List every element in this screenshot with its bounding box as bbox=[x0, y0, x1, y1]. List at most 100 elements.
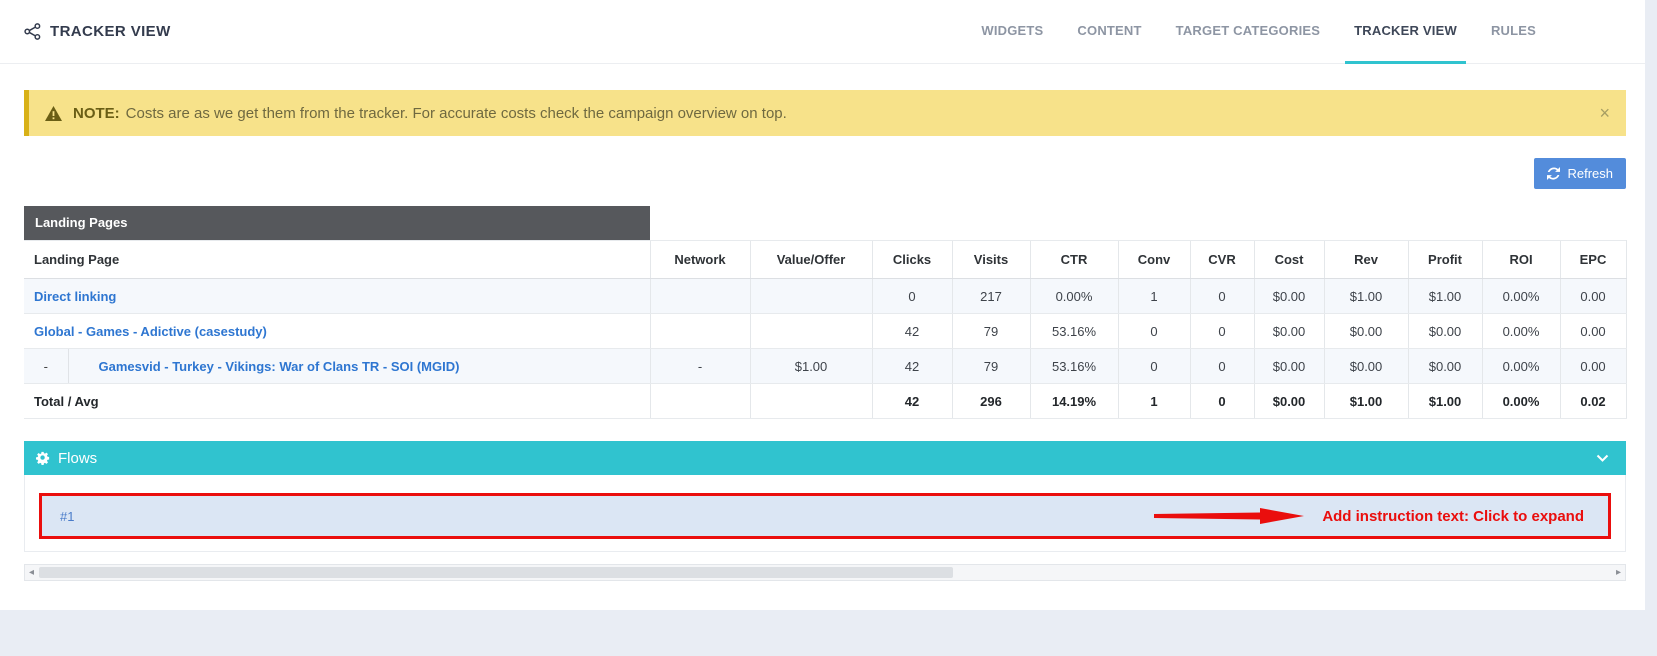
cell-conv: 1 bbox=[1117, 383, 1191, 419]
scrollbar-track[interactable] bbox=[37, 565, 1613, 580]
cell-total-label: Total / Avg bbox=[24, 383, 651, 419]
scrollbar-thumb[interactable] bbox=[39, 567, 954, 578]
close-icon[interactable]: × bbox=[1599, 103, 1610, 123]
refresh-button[interactable]: Refresh bbox=[1534, 158, 1626, 189]
cell-value-offer: $1.00 bbox=[749, 348, 873, 384]
cell-network: - bbox=[649, 348, 751, 384]
flows-panel-header[interactable]: Flows bbox=[24, 441, 1626, 475]
top-nav: WIDGETS CONTENT TARGET CATEGORIES TRACKE… bbox=[956, 0, 1645, 64]
warning-icon bbox=[45, 105, 62, 121]
table-row-direct-linking: Direct linking 0 217 0.00% 1 0 $0.00 $1.… bbox=[24, 278, 1627, 314]
cell-cost: $0.00 bbox=[1253, 313, 1325, 349]
cell-epc: 0.00 bbox=[1559, 313, 1627, 349]
cell-cost: $0.00 bbox=[1253, 383, 1325, 419]
col-visits: Visits bbox=[951, 240, 1031, 279]
cell-epc: 0.00 bbox=[1559, 348, 1627, 384]
landing-page-link[interactable]: Direct linking bbox=[34, 288, 117, 304]
annotation-arrow-icon bbox=[1154, 506, 1306, 526]
cell-network bbox=[649, 313, 751, 349]
cell-cost: $0.00 bbox=[1253, 348, 1325, 384]
tab-target-categories[interactable]: TARGET CATEGORIES bbox=[1175, 22, 1321, 38]
table-row-total: Total / Avg 42 296 14.19% 1 0 $0.00 $1.0… bbox=[24, 383, 1627, 419]
cell-cvr: 0 bbox=[1189, 383, 1255, 419]
cell-clicks: 42 bbox=[871, 383, 953, 419]
col-network: Network bbox=[649, 240, 751, 279]
table-header-row: Landing Page Network Value/Offer Clicks … bbox=[24, 240, 1627, 279]
flows-panel-body: #1 Add instruction text: Click to expand bbox=[24, 475, 1626, 552]
cell-value-offer bbox=[749, 313, 873, 349]
cell-roi: 0.00% bbox=[1481, 278, 1561, 314]
cell-roi: 0.00% bbox=[1481, 348, 1561, 384]
col-profit: Profit bbox=[1407, 240, 1483, 279]
toolbar: Refresh bbox=[24, 158, 1626, 189]
cell-epc: 0.00 bbox=[1559, 278, 1627, 314]
page-header: TRACKER VIEW WIDGETS CONTENT TARGET CATE… bbox=[0, 0, 1645, 64]
content-card: TRACKER VIEW WIDGETS CONTENT TARGET CATE… bbox=[0, 0, 1645, 610]
cell-cvr: 0 bbox=[1189, 348, 1255, 384]
cell-profit: $1.00 bbox=[1407, 278, 1483, 314]
cell-visits: 296 bbox=[951, 383, 1031, 419]
cell-conv: 1 bbox=[1117, 278, 1191, 314]
cell-value-offer bbox=[749, 383, 873, 419]
note-banner: NOTE: Costs are as we get them from the … bbox=[24, 90, 1626, 136]
table-row-gamesvid-offer: - Gamesvid - Turkey - Vikings: War of Cl… bbox=[24, 348, 1627, 384]
col-cvr: CVR bbox=[1189, 240, 1255, 279]
landing-pages-table: Landing Page Network Value/Offer Clicks … bbox=[24, 240, 1627, 419]
page-body: NOTE: Costs are as we get them from the … bbox=[0, 90, 1645, 581]
col-landing-page: Landing Page bbox=[24, 240, 651, 279]
flow-row-1[interactable]: #1 Add instruction text: Click to expand bbox=[42, 496, 1608, 536]
scroll-right-icon[interactable]: ▸ bbox=[1615, 566, 1621, 578]
cell-ctr: 53.16% bbox=[1029, 348, 1119, 384]
cell-ctr: 53.16% bbox=[1029, 313, 1119, 349]
cell-profit: $0.00 bbox=[1407, 313, 1483, 349]
col-roi: ROI bbox=[1481, 240, 1561, 279]
col-value-offer: Value/Offer bbox=[749, 240, 873, 279]
cell-clicks: 42 bbox=[871, 348, 953, 384]
gear-icon bbox=[36, 451, 50, 465]
cell-cvr: 0 bbox=[1189, 313, 1255, 349]
cell-epc: 0.02 bbox=[1559, 383, 1627, 419]
cell-clicks: 0 bbox=[871, 278, 953, 314]
cell-network bbox=[649, 278, 751, 314]
cell-clicks: 42 bbox=[871, 313, 953, 349]
refresh-button-label: Refresh bbox=[1567, 166, 1613, 181]
landing-page-link[interactable]: Global - Games - Adictive (casestudy) bbox=[34, 323, 267, 339]
col-ctr: CTR bbox=[1029, 240, 1119, 279]
col-conv: Conv bbox=[1117, 240, 1191, 279]
cell-conv: 0 bbox=[1117, 313, 1191, 349]
col-cost: Cost bbox=[1253, 240, 1325, 279]
refresh-icon bbox=[1547, 167, 1561, 180]
cell-profit: $0.00 bbox=[1407, 348, 1483, 384]
note-label: NOTE: bbox=[73, 104, 120, 122]
cell-rev: $0.00 bbox=[1323, 348, 1409, 384]
annotation-text: Add instruction text: Click to expand bbox=[1322, 507, 1584, 525]
scroll-left-icon[interactable]: ◂ bbox=[29, 566, 35, 578]
col-epc: EPC bbox=[1559, 240, 1627, 279]
chevron-down-icon[interactable] bbox=[1596, 454, 1609, 463]
table-row-global-games: Global - Games - Adictive (casestudy) 42… bbox=[24, 313, 1627, 349]
flow-number-link[interactable]: #1 bbox=[60, 508, 75, 524]
tab-widgets[interactable]: WIDGETS bbox=[981, 22, 1044, 38]
horizontal-scrollbar[interactable]: ◂ ▸ bbox=[24, 564, 1626, 581]
cell-network bbox=[649, 383, 751, 419]
cell-roi: 0.00% bbox=[1481, 383, 1561, 419]
cell-value-offer bbox=[749, 278, 873, 314]
cell-rev: $1.00 bbox=[1323, 383, 1409, 419]
cell-rev: $1.00 bbox=[1323, 278, 1409, 314]
cell-ctr: 0.00% bbox=[1029, 278, 1119, 314]
tab-rules[interactable]: RULES bbox=[1490, 22, 1536, 38]
col-rev: Rev bbox=[1323, 240, 1409, 279]
cell-prefix-dash: - bbox=[24, 348, 69, 384]
cell-conv: 0 bbox=[1117, 348, 1191, 384]
cell-visits: 79 bbox=[951, 348, 1031, 384]
title-wrap: TRACKER VIEW bbox=[24, 23, 171, 40]
cell-rev: $0.00 bbox=[1323, 313, 1409, 349]
cell-cost: $0.00 bbox=[1253, 278, 1325, 314]
offer-link[interactable]: Gamesvid - Turkey - Vikings: War of Clan… bbox=[98, 358, 460, 374]
cell-visits: 79 bbox=[951, 313, 1031, 349]
flows-title: Flows bbox=[58, 449, 98, 467]
tab-content[interactable]: CONTENT bbox=[1077, 22, 1142, 38]
share-icon bbox=[24, 23, 41, 40]
cell-ctr: 14.19% bbox=[1029, 383, 1119, 419]
tab-tracker-view[interactable]: TRACKER VIEW bbox=[1345, 0, 1466, 64]
